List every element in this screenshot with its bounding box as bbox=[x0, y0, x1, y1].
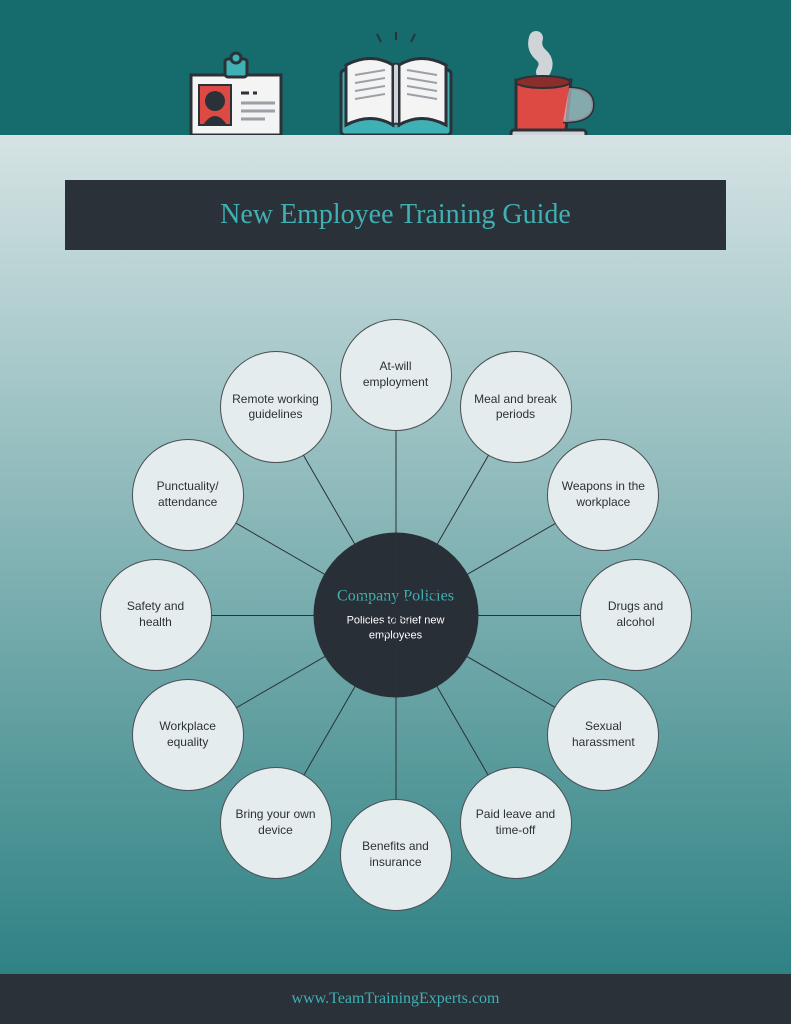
policy-node: Punctuality/ attendance bbox=[132, 439, 244, 551]
policy-label: Drugs and alcohol bbox=[591, 599, 681, 630]
policy-node: Paid leave and time-off bbox=[460, 767, 572, 879]
policy-label: Bring your own device bbox=[231, 807, 321, 838]
policy-node: Benefits and insurance bbox=[340, 799, 452, 911]
policy-node: Weapons in the workplace bbox=[547, 439, 659, 551]
id-badge-icon bbox=[181, 45, 291, 145]
policy-node: Bring your own device bbox=[220, 767, 332, 879]
policy-node: Meal and break periods bbox=[460, 351, 572, 463]
footer-url: www.TeamTrainingExperts.com bbox=[292, 990, 500, 1008]
policy-label: At-will employment bbox=[351, 359, 441, 390]
policy-label: Remote working guidelines bbox=[231, 392, 321, 423]
open-book-icon bbox=[331, 30, 461, 145]
policy-label: Safety and health bbox=[111, 599, 201, 630]
policy-label: Weapons in the workplace bbox=[558, 479, 648, 510]
main-area: New Employee Training Guide Company Poli… bbox=[0, 135, 791, 974]
policy-label: Meal and break periods bbox=[471, 392, 561, 423]
coffee-cup-icon bbox=[501, 30, 611, 145]
footer-bar: www.TeamTrainingExperts.com bbox=[0, 974, 791, 1024]
policy-node: Remote working guidelines bbox=[220, 351, 332, 463]
radial-diagram: Company Policies Policies to brief new e… bbox=[86, 305, 706, 925]
policy-label: Workplace equality bbox=[143, 719, 233, 750]
policy-node: At-will employment bbox=[340, 319, 452, 431]
policy-label: Punctuality/ attendance bbox=[143, 479, 233, 510]
policy-label: Benefits and insurance bbox=[351, 839, 441, 870]
policy-node: Safety and health bbox=[100, 559, 212, 671]
header-icons bbox=[181, 30, 611, 145]
policy-label: Sexual harassment bbox=[558, 719, 648, 750]
policy-label: Paid leave and time-off bbox=[471, 807, 561, 838]
policy-node: Sexual harassment bbox=[547, 679, 659, 791]
policy-node: Workplace equality bbox=[132, 679, 244, 791]
policy-node: Drugs and alcohol bbox=[580, 559, 692, 671]
page-title: New Employee Training Guide bbox=[220, 199, 571, 231]
title-box: New Employee Training Guide bbox=[65, 180, 726, 250]
